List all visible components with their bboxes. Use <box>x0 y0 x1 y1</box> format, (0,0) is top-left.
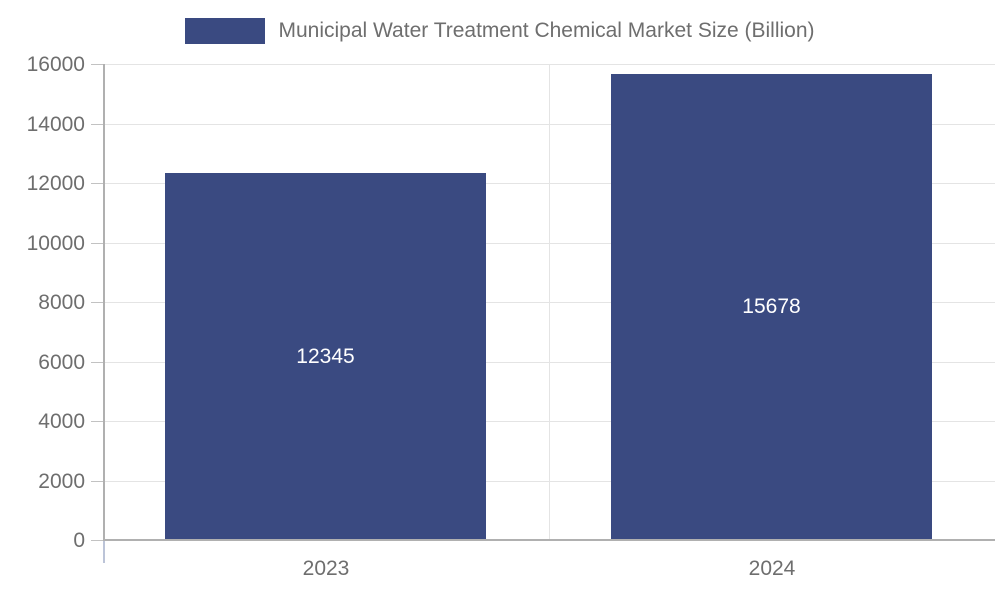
y-axis-tick-label: 6000 <box>38 350 85 374</box>
y-axis-tick-label: 12000 <box>26 172 85 195</box>
y-axis-tick-mark <box>91 123 103 125</box>
gridline-vertical <box>549 64 550 540</box>
y-axis-tick-mark <box>91 540 103 541</box>
y-axis-tick-mark <box>91 480 103 482</box>
y-axis-tick-label: 14000 <box>26 112 85 136</box>
x-axis-tick-label: 2023 <box>302 557 350 580</box>
y-axis-tick-label: 10000 <box>26 231 85 255</box>
legend-item-series-1[interactable]: Municipal Water Treatment Chemical Marke… <box>185 18 815 44</box>
y-axis-tick-label: 2000 <box>38 469 85 493</box>
legend-label: Municipal Water Treatment Chemical Marke… <box>278 19 815 42</box>
y-axis-tick-label: 16000 <box>26 53 85 76</box>
y-axis-tick-mark <box>91 183 103 184</box>
x-axis-tick-label: 2024 <box>748 557 796 580</box>
y-axis-tick-mark <box>91 302 103 303</box>
y-axis-tick-label: 4000 <box>38 410 85 433</box>
bar[interactable]: 15678 <box>611 74 932 540</box>
chart-legend: Municipal Water Treatment Chemical Marke… <box>0 14 1000 48</box>
bar-value-label: 12345 <box>296 345 355 368</box>
plot-area: 12345 15678 <box>103 64 995 541</box>
x-axis-line <box>103 539 995 541</box>
y-axis-tick-label: 8000 <box>38 291 85 314</box>
y-axis-tick-mark <box>91 242 103 244</box>
bar[interactable]: 12345 <box>165 173 486 540</box>
y-axis-line <box>103 64 105 540</box>
y-axis-tick-mark <box>91 361 103 363</box>
y-axis-tick-label: 0 <box>73 529 85 552</box>
bar-value-label: 15678 <box>742 295 801 318</box>
y-axis-tick-mark <box>91 421 103 422</box>
y-axis-origin-tick <box>103 541 105 563</box>
y-axis-tick-mark <box>91 64 103 65</box>
legend-color-swatch-icon <box>185 18 266 44</box>
